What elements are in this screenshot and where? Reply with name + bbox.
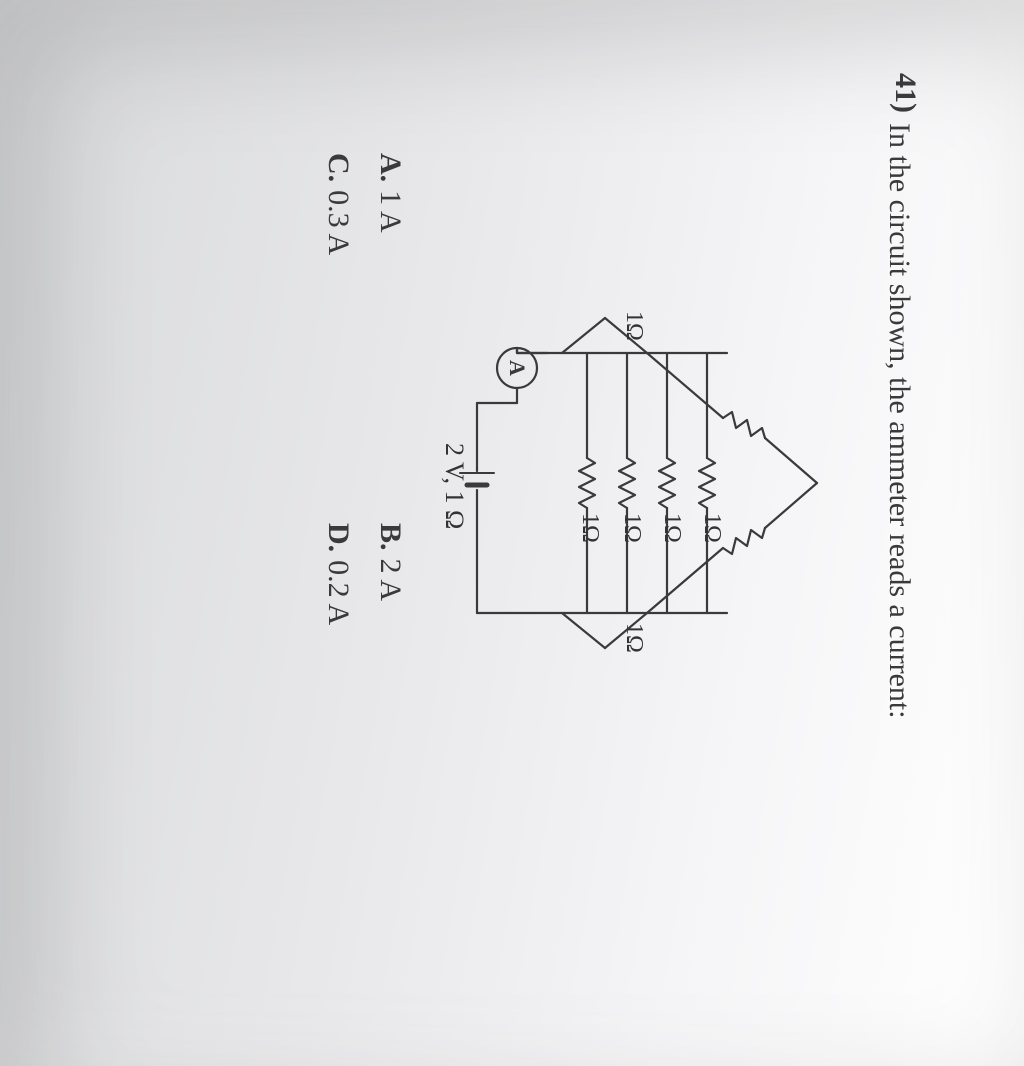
option-b-value: 2 A: [373, 559, 407, 602]
option-a-value: 1 A: [373, 190, 407, 233]
resistor-rung3-label: 1Ω: [618, 513, 645, 543]
option-d-letter: D.: [321, 523, 355, 552]
resistor-rung4-label: 1Ω: [576, 513, 603, 543]
resistor-rung1-label: 1Ω: [698, 513, 725, 543]
option-c-letter: C.: [321, 153, 355, 182]
question-number: 41): [877, 73, 922, 113]
option-d: D. 0.2 A: [321, 523, 355, 833]
option-c: C. 0.3 A: [321, 153, 355, 463]
question-block: 41) In the circuit shown, the ammeter re…: [857, 33, 962, 933]
options-grid: A. 1 A B. 2 A C. 0.3 A D. 0.2 A: [321, 93, 407, 893]
ammeter-symbol: A: [504, 360, 530, 376]
resistor-right-triangle-label: 1Ω: [620, 623, 647, 653]
battery-label: 2 V, 1 Ω: [439, 443, 469, 529]
option-c-value: 0.3 A: [321, 190, 355, 255]
option-a-letter: A.: [373, 153, 407, 182]
option-a: A. 1 A: [373, 153, 407, 463]
option-b-letter: B.: [373, 523, 407, 551]
resistor-rung2-label: 1Ω: [658, 513, 685, 543]
question-text: In the circuit shown, the ammeter reads …: [877, 123, 922, 719]
option-b: B. 2 A: [373, 523, 407, 833]
option-d-value: 0.2 A: [321, 560, 355, 625]
circuit-diagram: 1Ω 1Ω 1Ω 1Ω 1Ω 1Ω A 2 V, 1 Ω: [437, 273, 837, 693]
resistor-left-triangle-label: 1Ω: [620, 311, 647, 341]
